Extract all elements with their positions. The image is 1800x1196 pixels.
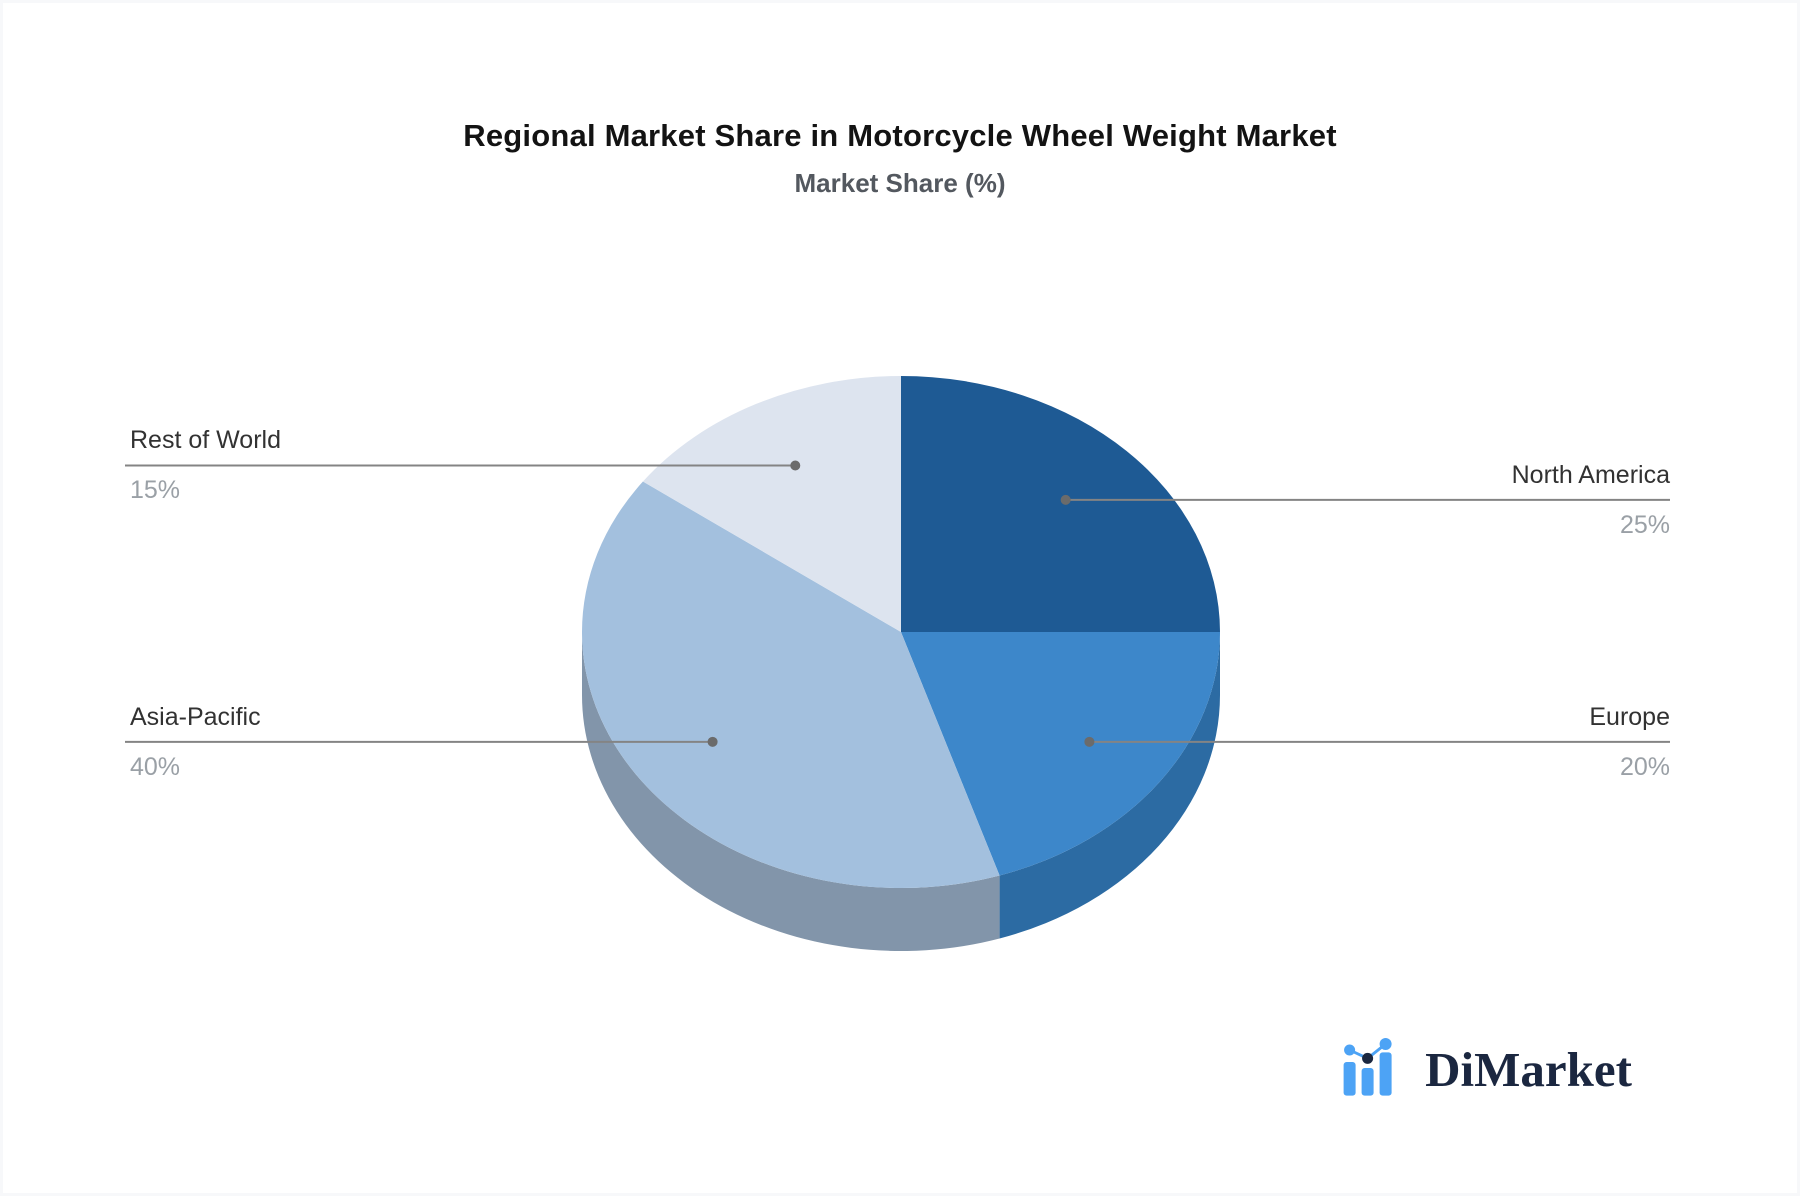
chart-header: Regional Market Share in Motorcycle Whee…: [0, 118, 1800, 199]
brand-logo: DiMarket: [1341, 1038, 1632, 1098]
chart-title: Regional Market Share in Motorcycle Whee…: [463, 118, 1337, 153]
leader-dot-europe: [1084, 736, 1095, 747]
slice-pct-europe: 20%: [1110, 752, 1670, 783]
pie-slice-europe[interactable]: [901, 632, 1220, 876]
slice-name: Rest of World: [130, 426, 281, 455]
chart-subtitle: Market Share (%): [794, 168, 1006, 198]
leader-dot-north-america: [1060, 494, 1071, 505]
slice-percent: 25%: [1619, 510, 1670, 539]
brand-name: DiMarket: [1425, 1042, 1632, 1097]
pie-slice-side-asia-pacific: [582, 632, 1000, 952]
slice-percent: 40%: [130, 752, 181, 781]
slice-name: Europe: [1589, 702, 1670, 731]
slice-percent: 15%: [130, 476, 181, 505]
slice-label-asia-pacific: Asia-Pacific: [130, 702, 690, 733]
slice-pct-north-america: 25%: [1110, 510, 1670, 541]
leader-dot-asia-pacific: [707, 736, 718, 747]
slice-name: Asia-Pacific: [130, 702, 261, 731]
slice-pct-rest-of-world: 15%: [130, 475, 690, 506]
pie-slice-asia-pacific[interactable]: [581, 481, 1000, 888]
leader-dot-rest-of-world: [790, 460, 801, 471]
bar-line-chart-icon: [1343, 1038, 1392, 1096]
slice-label-europe: Europe: [1110, 702, 1670, 733]
slice-label-rest-of-world: Rest of World: [130, 425, 690, 456]
slice-name: North America: [1511, 460, 1670, 489]
slice-label-north-america: North America: [1110, 460, 1670, 491]
pie-slice-side-europe: [999, 632, 1220, 939]
pie-slice-north-america[interactable]: [901, 376, 1220, 632]
slice-percent: 20%: [1619, 752, 1670, 781]
pie-slice-rest-of-world[interactable]: [642, 376, 901, 632]
slice-pct-asia-pacific: 40%: [130, 752, 690, 783]
